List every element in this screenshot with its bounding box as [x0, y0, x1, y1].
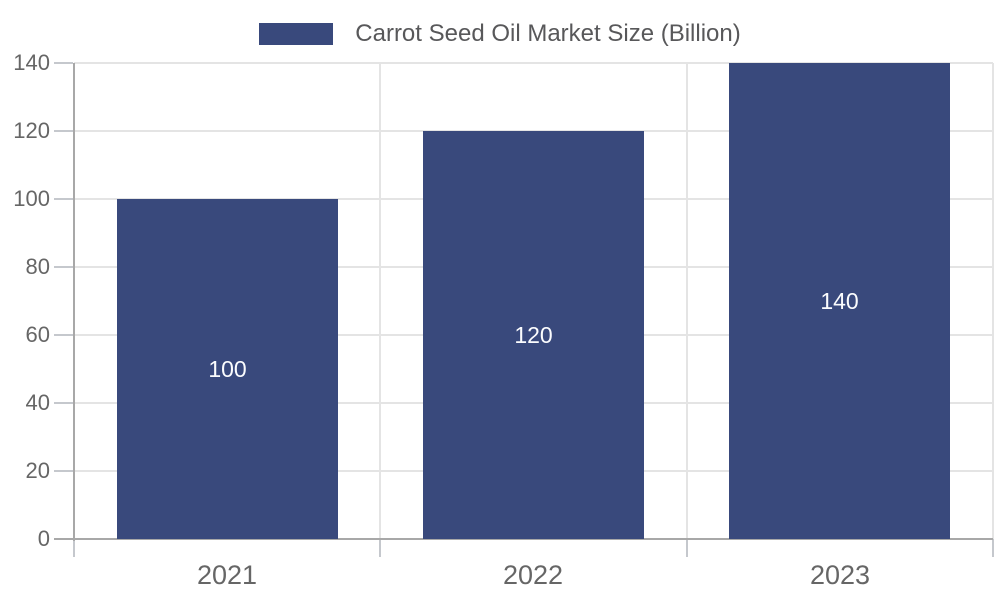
bar[interactable] [729, 63, 950, 539]
x-tick-label: 2021 [196, 560, 258, 590]
y-axis-tick [54, 198, 73, 200]
x-gridline [379, 63, 381, 539]
y-axis-tick [54, 266, 73, 268]
y-axis-tick [54, 470, 73, 472]
x-tick-label: 2022 [502, 560, 564, 590]
y-axis-tick [54, 402, 73, 404]
y-tick-label: 140 [13, 50, 50, 75]
y-tick-label: 120 [13, 118, 50, 143]
legend-label: Carrot Seed Oil Market Size (Billion) [355, 20, 741, 47]
bar[interactable] [423, 131, 644, 539]
chart-legend[interactable]: Carrot Seed Oil Market Size (Billion) [0, 12, 1000, 56]
x-gridline [992, 63, 994, 539]
y-gridline [74, 62, 993, 64]
legend-swatch [259, 23, 334, 45]
x-axis-tick [379, 539, 381, 557]
y-tick-label: 20 [25, 458, 50, 483]
bar-value-label: 120 [514, 321, 553, 348]
y-axis-tick [54, 62, 73, 64]
bar-value-label: 140 [820, 287, 859, 314]
y-tick-label: 40 [25, 390, 50, 415]
y-tick-label: 80 [25, 254, 50, 279]
x-axis-line [54, 538, 993, 540]
bar-value-label: 100 [208, 355, 247, 382]
x-gridline [686, 63, 688, 539]
x-axis-tick [992, 539, 994, 557]
x-axis-tick [686, 539, 688, 557]
bar[interactable] [117, 199, 338, 539]
x-tick-label: 2023 [809, 560, 871, 590]
y-tick-label: 100 [13, 186, 50, 211]
y-axis-line [73, 63, 75, 541]
y-tick-label: 0 [37, 526, 50, 551]
y-axis-tick [54, 334, 73, 336]
y-axis-tick [54, 130, 73, 132]
y-tick-label: 60 [25, 322, 50, 347]
x-axis-tick [73, 539, 75, 557]
